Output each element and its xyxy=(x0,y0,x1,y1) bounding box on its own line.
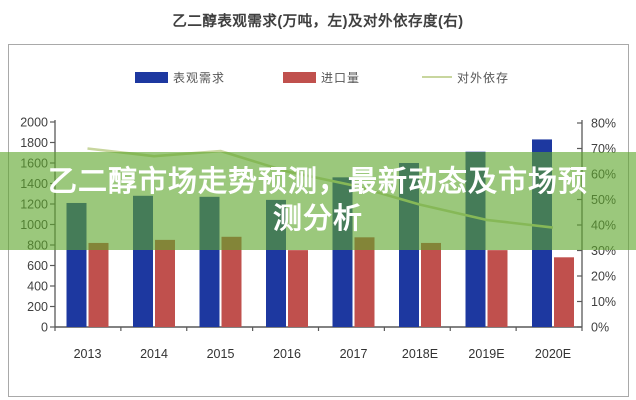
legend-label-imports: 进口量 xyxy=(321,70,361,85)
right-tick-label: 20% xyxy=(591,270,616,284)
x-tick-label-2015: 2015 xyxy=(207,347,235,361)
headline-line-1: 乙二醇市场走势预测，最新动态及市场预 xyxy=(47,166,588,198)
x-tick-label-2020E: 2020E xyxy=(535,347,571,361)
left-tick-label: 200 xyxy=(27,300,48,314)
left-tick-label: 1800 xyxy=(20,136,48,150)
news-headline-overlay: 乙二醇市场走势预测，最新动态及市场预 测分析 xyxy=(0,152,636,250)
imports-bar-2020E xyxy=(554,257,574,327)
imports-bar-2013 xyxy=(88,242,109,327)
x-tick-label-2013: 2013 xyxy=(74,347,102,361)
x-tick-label-2017: 2017 xyxy=(340,347,368,361)
x-tick-label-2014: 2014 xyxy=(140,347,168,361)
right-tick-label: 80% xyxy=(591,117,616,131)
imports-bar-2016 xyxy=(288,250,308,327)
imports-bar-2019E xyxy=(487,250,508,327)
left-tick-label: 600 xyxy=(27,259,48,273)
x-tick-label-2019E: 2019E xyxy=(468,347,504,361)
legend-item-demand: 表观需求 xyxy=(135,68,225,86)
right-tick-label: 10% xyxy=(591,295,616,309)
imports-swatch-icon xyxy=(283,71,316,83)
left-tick-label: 0 xyxy=(41,321,48,335)
legend-item-dependency: 对外依存 xyxy=(422,68,509,86)
headline-line-2: 测分析 xyxy=(272,203,363,235)
left-tick-label: 400 xyxy=(27,280,48,294)
legend-label-dependency: 对外依存 xyxy=(457,70,510,85)
right-tick-label: 0% xyxy=(591,321,609,335)
chart-legend: 表观需求 进口量 对外依存 xyxy=(0,68,636,88)
chart-title: 乙二醇表观需求(万吨，左)及对外依存度(右) xyxy=(172,14,464,30)
imports-bar-2018E xyxy=(421,242,441,327)
dependency-line-swatch-icon xyxy=(422,76,452,78)
x-tick-label-2016: 2016 xyxy=(273,347,301,361)
imports-bar-2015 xyxy=(221,236,242,327)
demand-swatch-icon xyxy=(135,71,168,83)
legend-label-demand: 表观需求 xyxy=(173,70,226,85)
imports-bar-2017 xyxy=(354,237,375,327)
imports-bar-2014 xyxy=(155,239,175,327)
legend-item-imports: 进口量 xyxy=(283,68,360,86)
left-tick-label: 2000 xyxy=(20,116,48,130)
x-tick-label-2018E: 2018E xyxy=(402,347,438,361)
